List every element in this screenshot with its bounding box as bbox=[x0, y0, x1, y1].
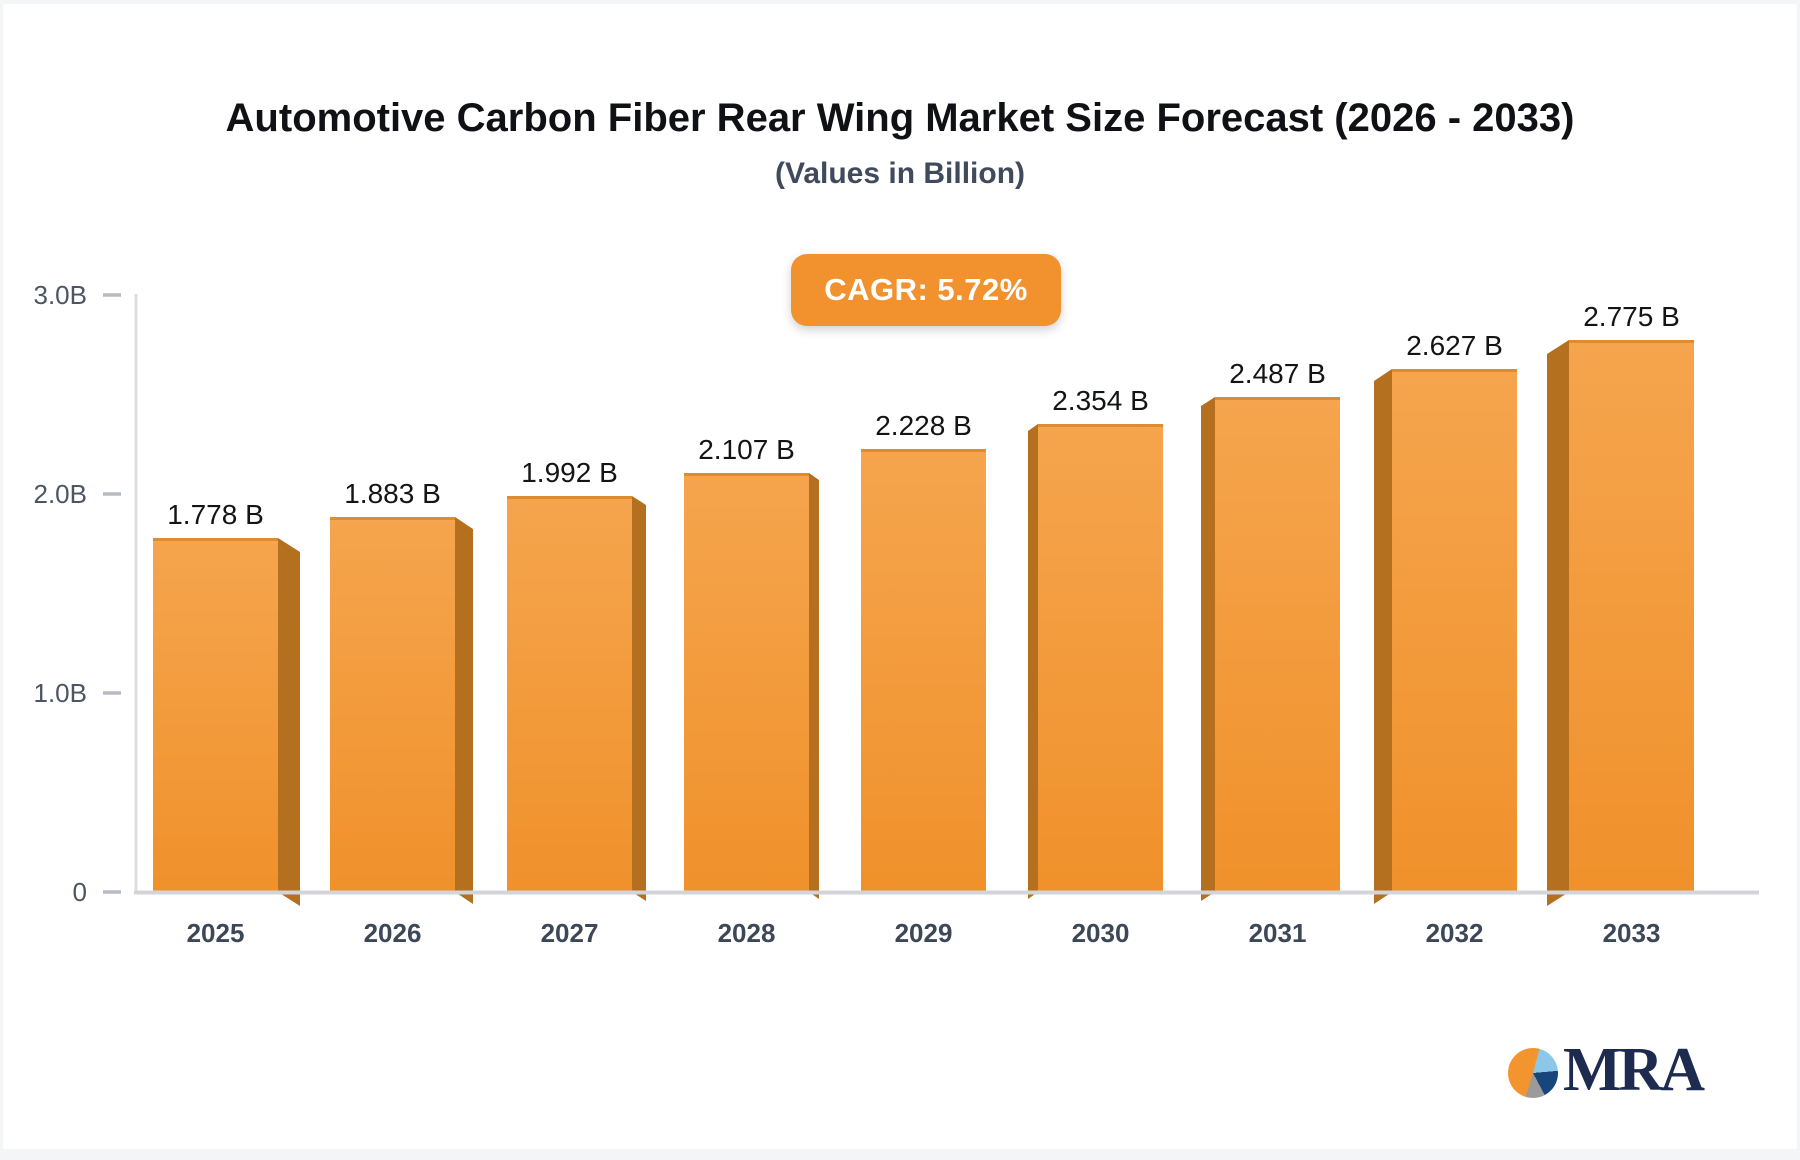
bar-value-label-2032: 2.627 B bbox=[1406, 330, 1503, 361]
chart-subtitle: (Values in Billion) bbox=[774, 157, 1026, 190]
x-axis-label-2026: 2026 bbox=[364, 918, 422, 948]
x-axis-label-2033: 2033 bbox=[1603, 918, 1661, 948]
bar-top-edge-2025 bbox=[153, 538, 278, 541]
bar-2030 bbox=[1038, 424, 1163, 892]
cagr-badge-label: CAGR: 5.72% bbox=[824, 272, 1028, 307]
logo-text: MRA bbox=[1563, 1036, 1705, 1104]
bar-2026 bbox=[330, 517, 455, 892]
bar-side-face-2027 bbox=[632, 496, 646, 901]
bar-side-face-2028 bbox=[809, 473, 819, 899]
bar-side-face-2031 bbox=[1201, 397, 1215, 901]
y-axis-tick-label: 3.0B bbox=[34, 280, 88, 310]
x-axis-label-2025: 2025 bbox=[187, 918, 245, 948]
bar-value-label-2030: 2.354 B bbox=[1052, 385, 1149, 416]
bar-top-edge-2029 bbox=[861, 449, 986, 452]
bar-2028 bbox=[684, 473, 809, 892]
x-axis-label-2029: 2029 bbox=[895, 918, 953, 948]
mra-logo: MRA bbox=[1508, 1039, 1705, 1102]
y-axis-tick-label: 1.0B bbox=[34, 678, 88, 708]
bar-top-edge-2030 bbox=[1038, 424, 1163, 427]
bar-top-edge-2031 bbox=[1215, 397, 1340, 400]
x-axis-label-2031: 2031 bbox=[1249, 918, 1307, 948]
bar-side-face-2032 bbox=[1374, 369, 1392, 904]
bar-side-face-2026 bbox=[455, 517, 473, 904]
bar-2029 bbox=[861, 449, 986, 892]
bar-value-label-2027: 1.992 B bbox=[521, 457, 618, 488]
bar-2031 bbox=[1215, 397, 1340, 892]
bar-side-face-2025 bbox=[278, 538, 300, 906]
cagr-badge: CAGR: 5.72% bbox=[791, 254, 1061, 326]
y-axis-tick-label: 2.0B bbox=[34, 479, 88, 509]
bar-top-edge-2028 bbox=[684, 473, 809, 476]
bar-top-edge-2033 bbox=[1569, 340, 1694, 343]
bar-value-label-2028: 2.107 B bbox=[698, 434, 795, 465]
bar-top-edge-2032 bbox=[1392, 369, 1517, 372]
bar-2033 bbox=[1569, 340, 1694, 892]
y-axis-tick-label: 0 bbox=[73, 877, 87, 907]
bar-value-label-2031: 2.487 B bbox=[1229, 358, 1326, 389]
bar-top-edge-2026 bbox=[330, 517, 455, 520]
bar-2032 bbox=[1392, 369, 1517, 892]
bar-value-label-2026: 1.883 B bbox=[344, 478, 441, 509]
bar-top-edge-2027 bbox=[507, 496, 632, 499]
x-axis-label-2032: 2032 bbox=[1426, 918, 1484, 948]
bar-value-label-2033: 2.775 B bbox=[1583, 301, 1680, 332]
chart-title: Automotive Carbon Fiber Rear Wing Market… bbox=[225, 96, 1575, 140]
bar-side-face-2030 bbox=[1028, 424, 1038, 899]
x-axis-label-2030: 2030 bbox=[1072, 918, 1130, 948]
bar-value-label-2025: 1.778 B bbox=[167, 499, 264, 530]
bar-side-face-2033 bbox=[1547, 340, 1569, 906]
bar-value-label-2029: 2.228 B bbox=[875, 410, 972, 441]
chart-card: Automotive Carbon Fiber Rear Wing Market… bbox=[3, 4, 1797, 1149]
pie-chart-logo-icon bbox=[1508, 1048, 1558, 1098]
bar-2025 bbox=[153, 538, 278, 892]
market-size-bar-chart: 0 1.0B 2.0B 3.0B 1.778 B 2025 1.883 B 2026 1.992… bbox=[34, 280, 1759, 948]
chart-header: Automotive Carbon Fiber Rear Wing Market… bbox=[3, 4, 1797, 191]
bar-2027 bbox=[507, 496, 632, 892]
x-axis-label-2028: 2028 bbox=[718, 918, 776, 948]
x-axis-label-2027: 2027 bbox=[541, 918, 599, 948]
